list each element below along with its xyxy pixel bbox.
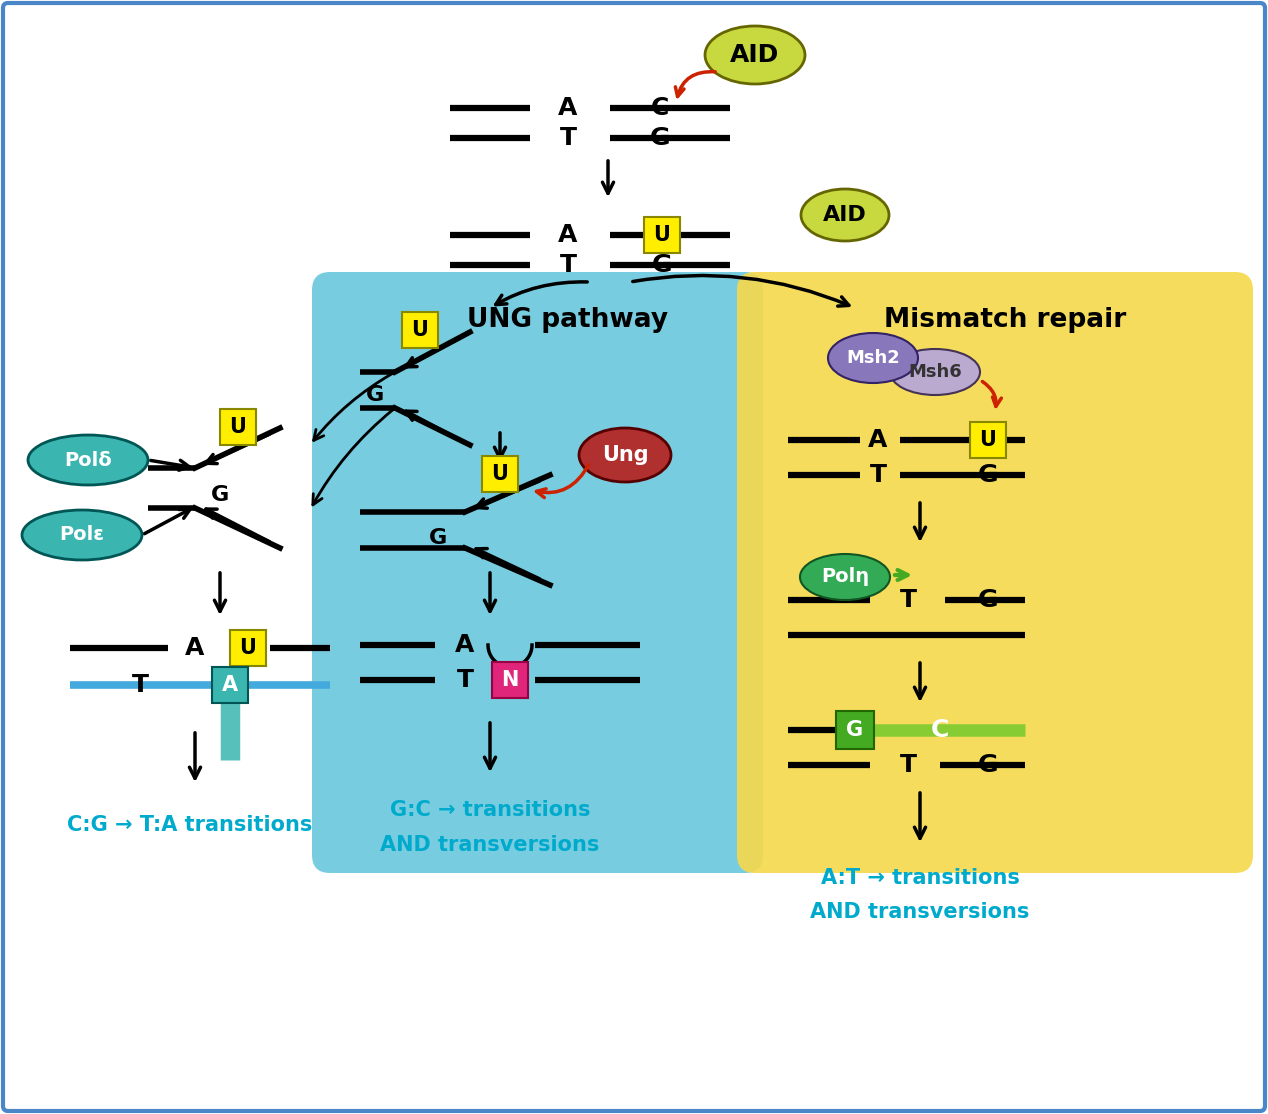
Text: AID: AID — [823, 205, 867, 225]
Text: T: T — [899, 588, 917, 612]
Text: A: A — [869, 428, 888, 452]
Text: Polε: Polε — [60, 526, 104, 545]
Text: A: A — [222, 675, 238, 695]
Text: G: G — [978, 463, 998, 487]
Text: A:T → transitions: A:T → transitions — [820, 868, 1019, 888]
FancyBboxPatch shape — [221, 409, 256, 444]
Text: T: T — [899, 753, 917, 776]
Text: G: G — [652, 253, 672, 277]
Text: G: G — [978, 588, 998, 612]
Text: T: T — [559, 126, 577, 150]
FancyBboxPatch shape — [230, 631, 266, 666]
Ellipse shape — [22, 510, 142, 560]
Text: T: T — [559, 253, 577, 277]
Text: T: T — [456, 668, 473, 692]
Text: A: A — [558, 96, 578, 120]
Text: U: U — [240, 638, 256, 658]
Text: Polδ: Polδ — [65, 450, 112, 469]
Text: G: G — [366, 385, 384, 405]
Text: G:C → transitions: G:C → transitions — [389, 800, 590, 820]
Text: A: A — [558, 223, 578, 247]
Text: U: U — [492, 465, 508, 483]
Text: Polη: Polη — [820, 567, 869, 586]
Text: U: U — [653, 225, 671, 245]
Text: T: T — [870, 463, 886, 487]
Text: AND transversions: AND transversions — [810, 902, 1030, 922]
Ellipse shape — [801, 189, 889, 241]
Text: AND transversions: AND transversions — [380, 836, 600, 856]
Text: T: T — [132, 673, 148, 697]
Text: U: U — [980, 430, 997, 450]
Ellipse shape — [828, 333, 918, 383]
Text: Mismatch repair: Mismatch repair — [884, 307, 1126, 333]
Text: A: A — [455, 633, 474, 657]
Text: AID: AID — [730, 43, 780, 67]
Text: G: G — [210, 485, 230, 505]
Text: C: C — [650, 96, 670, 120]
Text: Msh6: Msh6 — [908, 363, 962, 381]
FancyBboxPatch shape — [836, 711, 874, 749]
FancyBboxPatch shape — [212, 667, 249, 703]
Text: C: C — [931, 719, 950, 742]
Ellipse shape — [800, 554, 890, 600]
FancyBboxPatch shape — [312, 272, 763, 873]
Text: UNG pathway: UNG pathway — [467, 307, 668, 333]
FancyBboxPatch shape — [737, 272, 1253, 873]
Text: C:G → T:A transitions: C:G → T:A transitions — [67, 815, 313, 836]
Ellipse shape — [890, 349, 980, 395]
FancyBboxPatch shape — [482, 456, 519, 492]
Ellipse shape — [28, 434, 148, 485]
Ellipse shape — [705, 26, 805, 84]
Text: G: G — [649, 126, 671, 150]
Text: N: N — [501, 670, 519, 690]
Text: G: G — [429, 528, 448, 548]
FancyBboxPatch shape — [970, 422, 1006, 458]
FancyBboxPatch shape — [644, 217, 680, 253]
Ellipse shape — [579, 428, 671, 482]
Text: Msh2: Msh2 — [846, 349, 900, 367]
Text: U: U — [230, 417, 246, 437]
FancyBboxPatch shape — [3, 3, 1265, 1111]
Text: G: G — [978, 753, 998, 776]
Text: U: U — [412, 320, 429, 340]
FancyBboxPatch shape — [402, 312, 437, 348]
Text: G: G — [847, 720, 864, 740]
Text: A: A — [185, 636, 204, 659]
Text: Ung: Ung — [602, 444, 648, 465]
FancyBboxPatch shape — [492, 662, 527, 698]
